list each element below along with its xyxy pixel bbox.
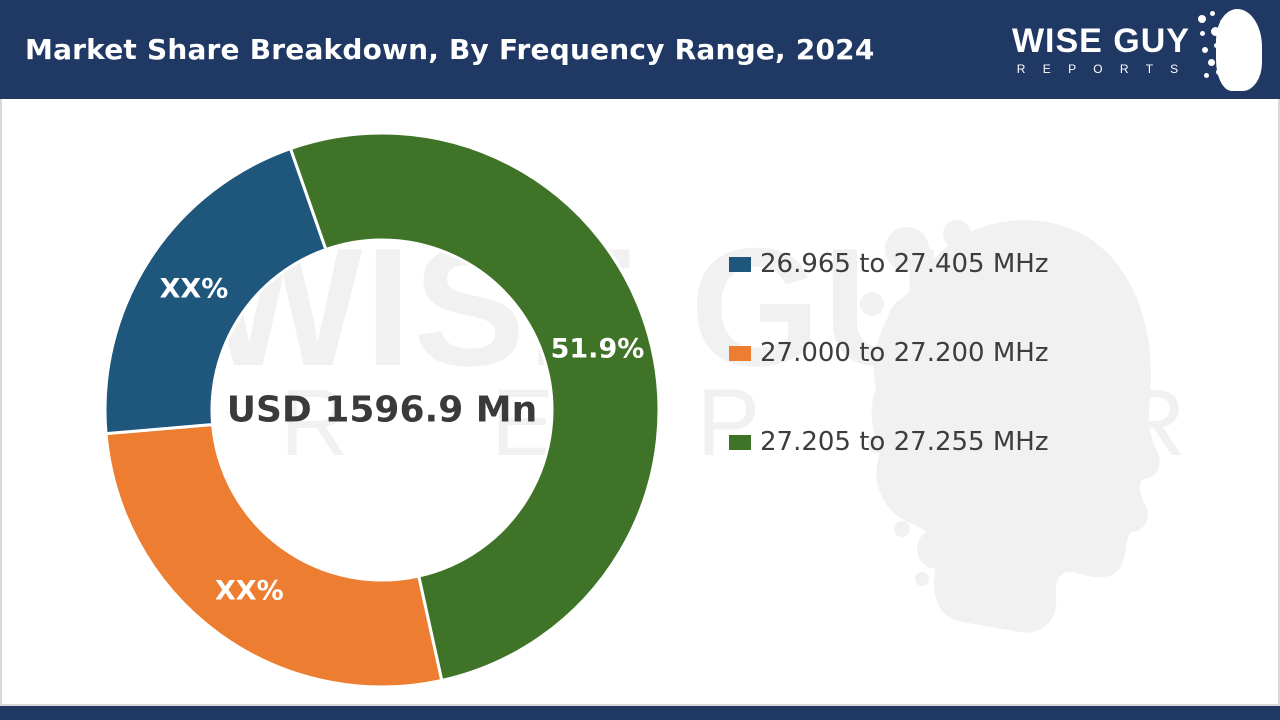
- legend-item-2: 27.205 to 27.255 MHz: [729, 427, 1048, 457]
- donut-segment-0: [288, 131, 661, 683]
- wiseguy-head-icon: [1196, 7, 1262, 93]
- legend-label-0: 26.965 to 27.405 MHz: [760, 249, 1049, 279]
- footer-bar: [0, 706, 1280, 720]
- legend-item-0: 26.965 to 27.405 MHz: [729, 249, 1048, 279]
- donut-chart-svg: 51.9% XX% XX%: [103, 131, 661, 689]
- wiseguy-logo: WISE GUY R E P O R T S: [1012, 7, 1262, 93]
- legend-swatch-0: [729, 256, 751, 272]
- segment-label-1: XX%: [215, 575, 284, 606]
- logo-wordmark: WISE GUY R E P O R T S: [1012, 24, 1190, 75]
- legend-swatch-1: [729, 345, 751, 361]
- donut-segment-1: [104, 422, 444, 689]
- header: Market Share Breakdown, By Frequency Ran…: [0, 0, 1280, 99]
- center-value-label: USD 1596.9 Mn: [226, 389, 538, 431]
- chart-area: WISE GUY R E P O R T S 51.9%XX%XX% USD 1…: [0, 99, 1280, 706]
- legend-swatch-2: [729, 434, 751, 450]
- segment-label-0: 51.9%: [551, 334, 645, 365]
- segment-label-2: XX%: [160, 273, 229, 304]
- logo-wiseguy-text: WISE GUY: [1011, 22, 1190, 60]
- logo-reports-text: R E P O R T S: [1016, 62, 1186, 76]
- legend-label-2: 27.205 to 27.255 MHz: [760, 427, 1049, 457]
- legend-item-1: 27.000 to 27.200 MHz: [729, 338, 1048, 368]
- donut-segment-2: [103, 146, 328, 436]
- page-title: Market Share Breakdown, By Frequency Ran…: [25, 33, 875, 66]
- legend-label-1: 27.000 to 27.200 MHz: [760, 338, 1049, 368]
- legend: 26.965 to 27.405 MHz 27.000 to 27.200 MHz…: [729, 249, 1048, 457]
- content-border: [2, 704, 1278, 706]
- watermark-face: [860, 220, 1160, 633]
